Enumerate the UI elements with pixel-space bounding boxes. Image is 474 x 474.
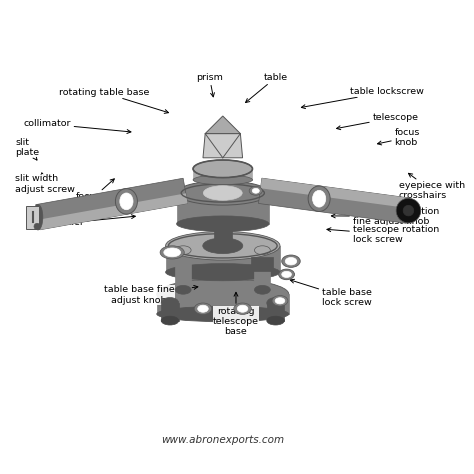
Ellipse shape xyxy=(308,186,330,211)
Polygon shape xyxy=(175,250,191,290)
Circle shape xyxy=(396,198,421,223)
Ellipse shape xyxy=(161,316,179,325)
Ellipse shape xyxy=(282,255,300,267)
Polygon shape xyxy=(203,134,243,158)
Text: slit
plate: slit plate xyxy=(15,137,39,160)
Polygon shape xyxy=(251,257,273,271)
Ellipse shape xyxy=(165,264,280,281)
Text: eyepiece with
crosshairs: eyepiece with crosshairs xyxy=(399,173,465,201)
Ellipse shape xyxy=(115,189,137,214)
Ellipse shape xyxy=(267,298,284,309)
Ellipse shape xyxy=(403,198,412,223)
Text: focus
knob: focus knob xyxy=(76,179,114,211)
Ellipse shape xyxy=(285,257,297,265)
Ellipse shape xyxy=(234,303,251,314)
Text: slit width
adjust screw: slit width adjust screw xyxy=(15,173,75,194)
Polygon shape xyxy=(255,250,270,290)
Polygon shape xyxy=(36,178,188,230)
Polygon shape xyxy=(261,178,409,208)
Text: prism: prism xyxy=(196,73,223,97)
Ellipse shape xyxy=(275,298,285,304)
Polygon shape xyxy=(157,294,289,314)
Polygon shape xyxy=(161,303,179,320)
Ellipse shape xyxy=(193,160,253,178)
Ellipse shape xyxy=(203,238,243,254)
Circle shape xyxy=(403,205,414,216)
Ellipse shape xyxy=(157,306,289,322)
Ellipse shape xyxy=(237,305,248,312)
Ellipse shape xyxy=(255,246,270,255)
Polygon shape xyxy=(26,206,39,228)
Polygon shape xyxy=(205,116,240,134)
Polygon shape xyxy=(193,169,253,180)
Ellipse shape xyxy=(175,246,191,255)
Polygon shape xyxy=(165,246,280,272)
Ellipse shape xyxy=(252,188,259,193)
Text: www.abronexports.com: www.abronexports.com xyxy=(161,435,284,445)
Text: focus
knob: focus knob xyxy=(377,128,420,147)
Polygon shape xyxy=(267,303,284,320)
Ellipse shape xyxy=(160,246,184,259)
Text: table lockscrew: table lockscrew xyxy=(301,87,424,109)
Text: vernier: vernier xyxy=(50,215,136,228)
Ellipse shape xyxy=(282,271,292,277)
Text: rotating table base: rotating table base xyxy=(59,88,168,113)
Ellipse shape xyxy=(33,204,43,230)
Ellipse shape xyxy=(272,295,288,306)
Ellipse shape xyxy=(255,285,270,294)
Ellipse shape xyxy=(164,248,181,257)
Polygon shape xyxy=(177,193,269,224)
Text: rotating
telescope
base: rotating telescope base xyxy=(213,292,259,337)
Ellipse shape xyxy=(177,216,269,232)
Polygon shape xyxy=(258,178,409,223)
Text: telescope rotation
lock screw: telescope rotation lock screw xyxy=(327,225,439,245)
Ellipse shape xyxy=(120,193,133,210)
Ellipse shape xyxy=(312,191,326,207)
Circle shape xyxy=(34,223,40,229)
Ellipse shape xyxy=(175,285,191,294)
Ellipse shape xyxy=(267,316,284,325)
Ellipse shape xyxy=(177,181,269,205)
Ellipse shape xyxy=(165,231,280,260)
Text: collimator: collimator xyxy=(24,119,131,134)
Polygon shape xyxy=(212,190,234,196)
Text: telescope: telescope xyxy=(337,113,419,130)
Ellipse shape xyxy=(157,279,289,310)
Ellipse shape xyxy=(193,175,253,185)
Ellipse shape xyxy=(203,186,242,200)
Ellipse shape xyxy=(279,269,294,280)
Ellipse shape xyxy=(198,305,208,312)
Ellipse shape xyxy=(249,186,263,195)
Text: table base fine
adjust knob: table base fine adjust knob xyxy=(104,285,198,305)
Polygon shape xyxy=(38,193,188,230)
Polygon shape xyxy=(214,193,232,246)
Text: table base
lock screw: table base lock screw xyxy=(290,279,372,308)
Text: table: table xyxy=(246,73,288,102)
Text: telescope rotation
fine adjust knob: telescope rotation fine adjust knob xyxy=(331,207,439,226)
Ellipse shape xyxy=(194,303,212,314)
Ellipse shape xyxy=(161,298,179,309)
